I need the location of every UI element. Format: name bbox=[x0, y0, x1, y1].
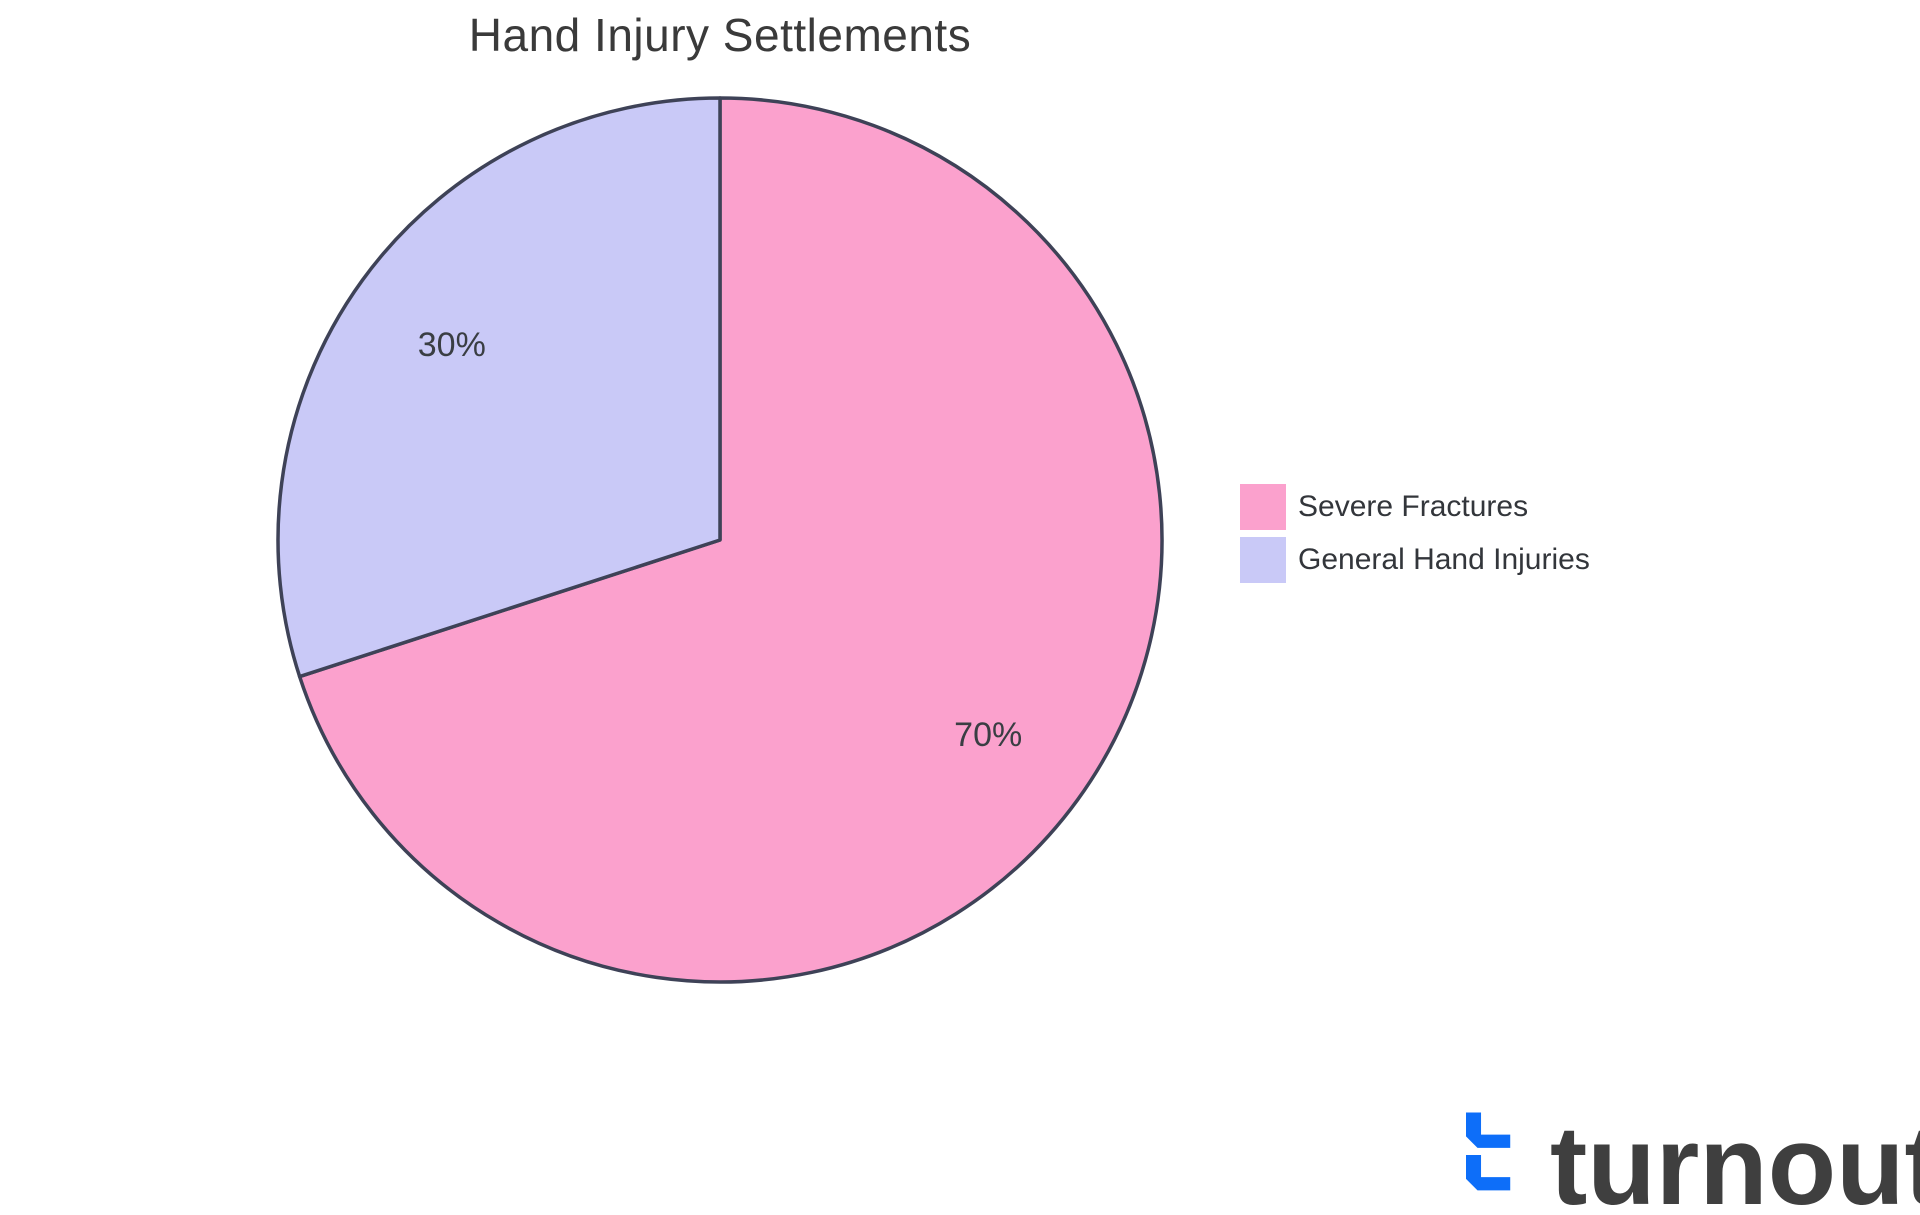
turnout-logo-icon bbox=[1466, 1112, 1511, 1191]
legend-swatch bbox=[1240, 537, 1286, 583]
brand-wordmark: turnout bbox=[1550, 1103, 1920, 1215]
legend-label: General Hand Injuries bbox=[1298, 543, 1590, 576]
brand-logo: turnout bbox=[1466, 1108, 1920, 1215]
logo-top-stroke bbox=[1466, 1112, 1511, 1148]
chart-title: Hand Injury Settlements bbox=[468, 9, 972, 61]
legend-label: Severe Fractures bbox=[1298, 490, 1529, 523]
legend-item-severe-fractures: Severe Fractures bbox=[1240, 484, 1590, 530]
pie-value-label: 30% bbox=[418, 326, 486, 364]
pie-slice-general-hand-injuries bbox=[276, 96, 722, 679]
chart-legend: Severe Fractures General Hand Injuries bbox=[1240, 484, 1590, 590]
pie-slice-severe-fractures bbox=[297, 96, 1164, 984]
pie-value-label: 70% bbox=[954, 716, 1022, 754]
legend-item-general-hand-injuries: General Hand Injuries bbox=[1240, 537, 1590, 583]
legend-swatch bbox=[1240, 484, 1286, 530]
logo-bottom-stroke bbox=[1466, 1155, 1511, 1191]
pie-chart: 70% 30% bbox=[276, 96, 1164, 984]
